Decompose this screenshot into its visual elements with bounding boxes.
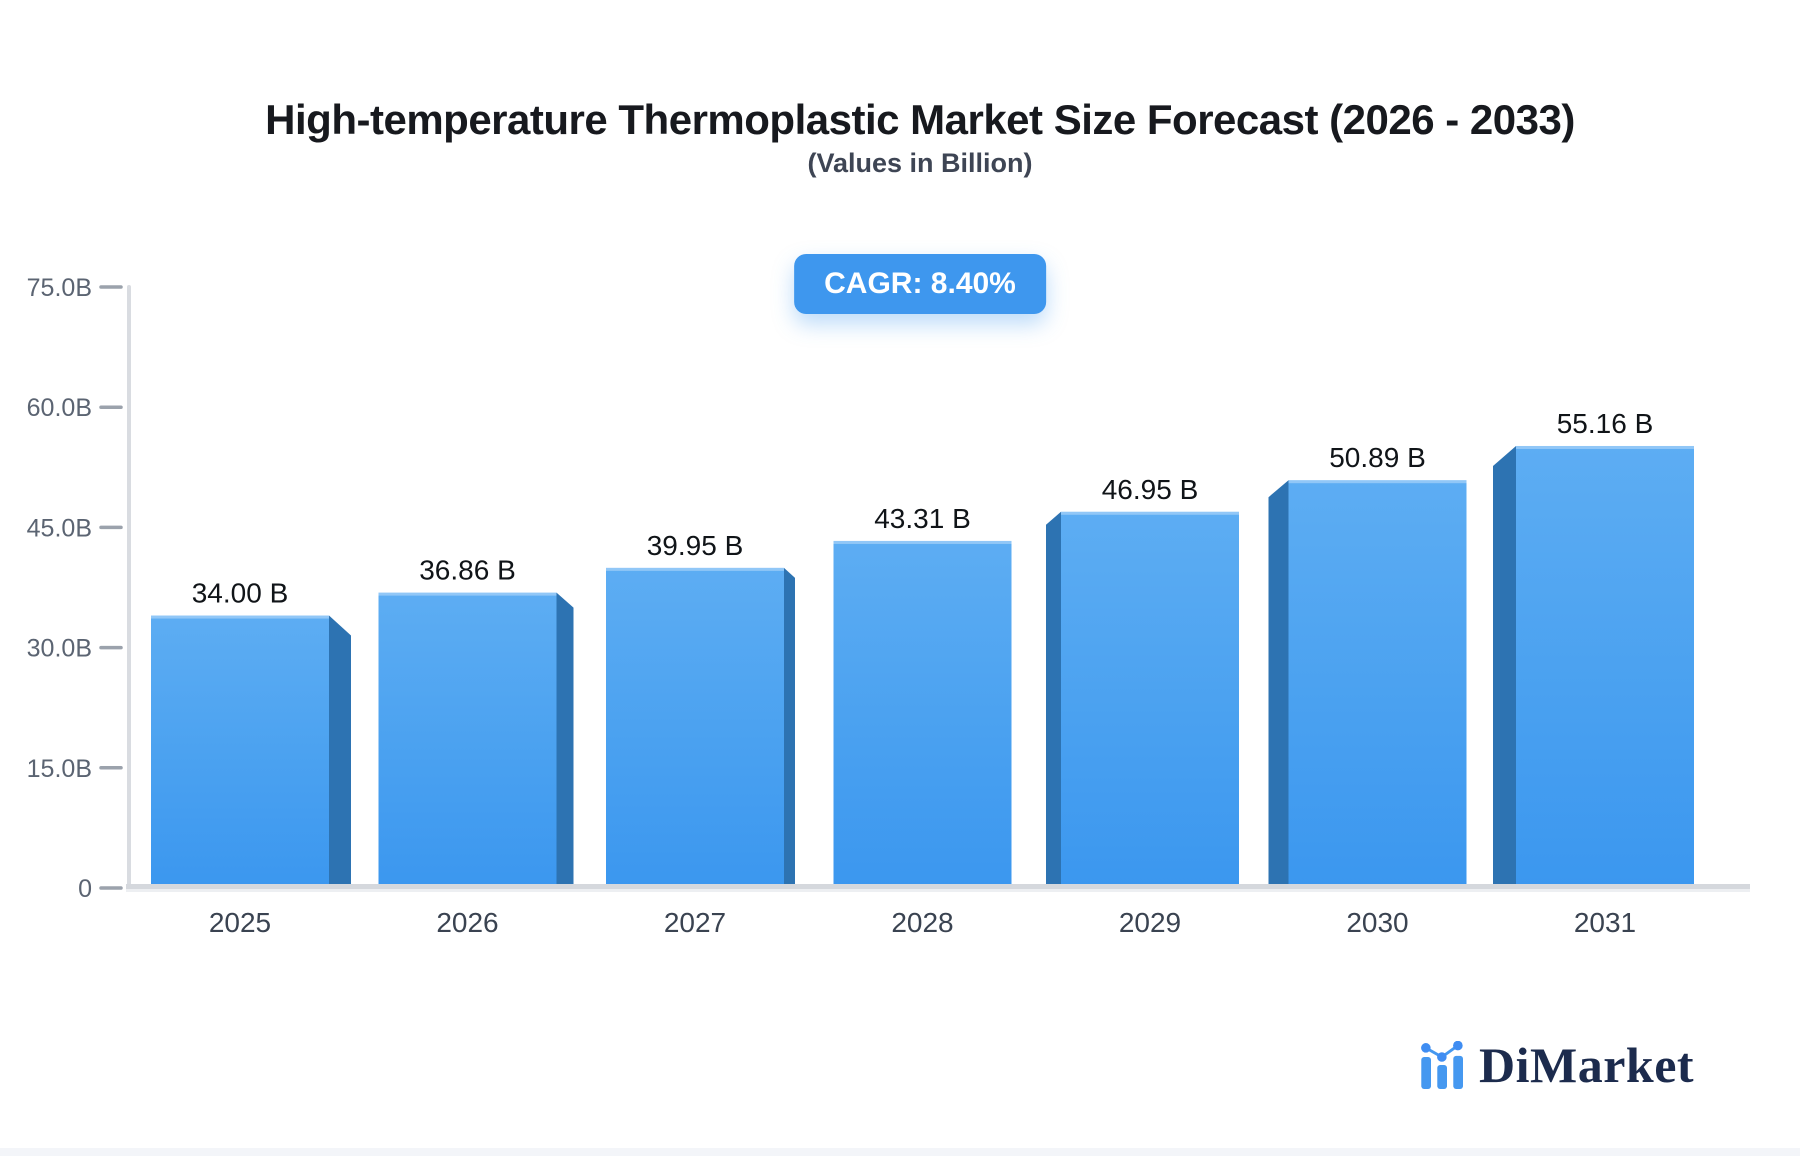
page-title: High-temperature Thermoplastic Market Si… xyxy=(265,96,1575,143)
bar-2025 xyxy=(151,615,329,887)
bar-2027 xyxy=(606,567,784,887)
bar-top-highlight xyxy=(606,567,784,571)
bar-side-2027 xyxy=(784,567,795,887)
cagr-badge: CAGR: 8.40% xyxy=(794,254,1046,314)
y-tick-label: 30.0B xyxy=(27,635,92,663)
bar-side-2029 xyxy=(1046,511,1061,887)
bar-value-label-2029: 46.95 B xyxy=(1102,474,1199,505)
x-tick-label-2030: 2030 xyxy=(1346,907,1408,938)
y-tick-label: 0 xyxy=(78,875,92,903)
bar-top-highlight xyxy=(1516,445,1694,449)
bar-value-label-2031: 55.16 B xyxy=(1557,408,1654,439)
bar-top-highlight xyxy=(833,540,1012,544)
x-tick-label-2026: 2026 xyxy=(436,907,498,938)
bar-2030 xyxy=(1288,480,1467,887)
y-tick-label: 15.0B xyxy=(27,755,92,783)
x-tick-label-2025: 2025 xyxy=(209,907,271,938)
bar-side-2031 xyxy=(1493,445,1516,887)
bar-top-highlight xyxy=(1288,480,1467,484)
page-subtitle: (Values in Billion) xyxy=(807,148,1033,178)
dimarket-logo-icon xyxy=(1421,1041,1463,1089)
x-tick-label-2031: 2031 xyxy=(1574,907,1636,938)
y-tick-label: 45.0B xyxy=(27,514,92,542)
bar-value-label-2026: 36.86 B xyxy=(419,555,516,586)
bar-2029 xyxy=(1061,511,1239,887)
bar-value-label-2028: 43.31 B xyxy=(874,503,971,534)
bar-2031 xyxy=(1516,445,1694,887)
x-axis-baseline-shadow xyxy=(126,889,1750,892)
bar-value-label-2027: 39.95 B xyxy=(647,530,744,561)
bar-top-highlight xyxy=(151,615,329,619)
x-tick-label-2029: 2029 xyxy=(1119,907,1181,938)
y-tick-label: 75.0B xyxy=(27,274,92,302)
footer-strip xyxy=(0,1148,1800,1156)
bar-top-highlight xyxy=(1061,511,1239,515)
y-axis-line xyxy=(127,285,131,888)
bar-value-label-2030: 50.89 B xyxy=(1329,442,1426,473)
dimarket-logo-text: DiMarket xyxy=(1479,1037,1695,1093)
bar-2026 xyxy=(378,592,557,887)
dimarket-logo: DiMarket xyxy=(1420,1040,1694,1090)
bar-top-highlight xyxy=(378,592,557,596)
bar-2028 xyxy=(833,540,1012,887)
x-tick-label-2028: 2028 xyxy=(891,907,953,938)
bar-side-2030 xyxy=(1268,480,1289,887)
bar-side-2025 xyxy=(329,615,351,887)
y-tick-label: 60.0B xyxy=(27,394,92,422)
bar-value-label-2025: 34.00 B xyxy=(192,578,289,609)
bar-side-2026 xyxy=(556,592,574,887)
x-tick-label-2027: 2027 xyxy=(664,907,726,938)
x-axis-baseline xyxy=(126,884,1750,889)
